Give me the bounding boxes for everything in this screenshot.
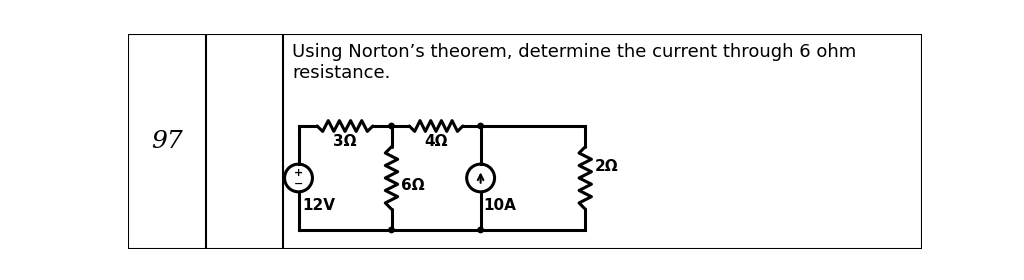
Text: 10A: 10A bbox=[483, 198, 516, 213]
Text: 4Ω: 4Ω bbox=[424, 134, 447, 149]
Circle shape bbox=[389, 123, 394, 129]
Circle shape bbox=[478, 227, 483, 233]
Text: 2Ω: 2Ω bbox=[595, 159, 618, 174]
Text: +: + bbox=[294, 168, 303, 178]
Text: Using Norton’s theorem, determine the current through 6 ohm
resistance.: Using Norton’s theorem, determine the cu… bbox=[292, 43, 856, 82]
Text: 97: 97 bbox=[151, 130, 182, 153]
Text: 3Ω: 3Ω bbox=[333, 134, 356, 149]
Circle shape bbox=[389, 227, 394, 233]
Text: 6Ω: 6Ω bbox=[400, 178, 424, 193]
Text: 12V: 12V bbox=[302, 198, 336, 213]
Circle shape bbox=[478, 123, 483, 129]
Text: −: − bbox=[294, 178, 303, 188]
